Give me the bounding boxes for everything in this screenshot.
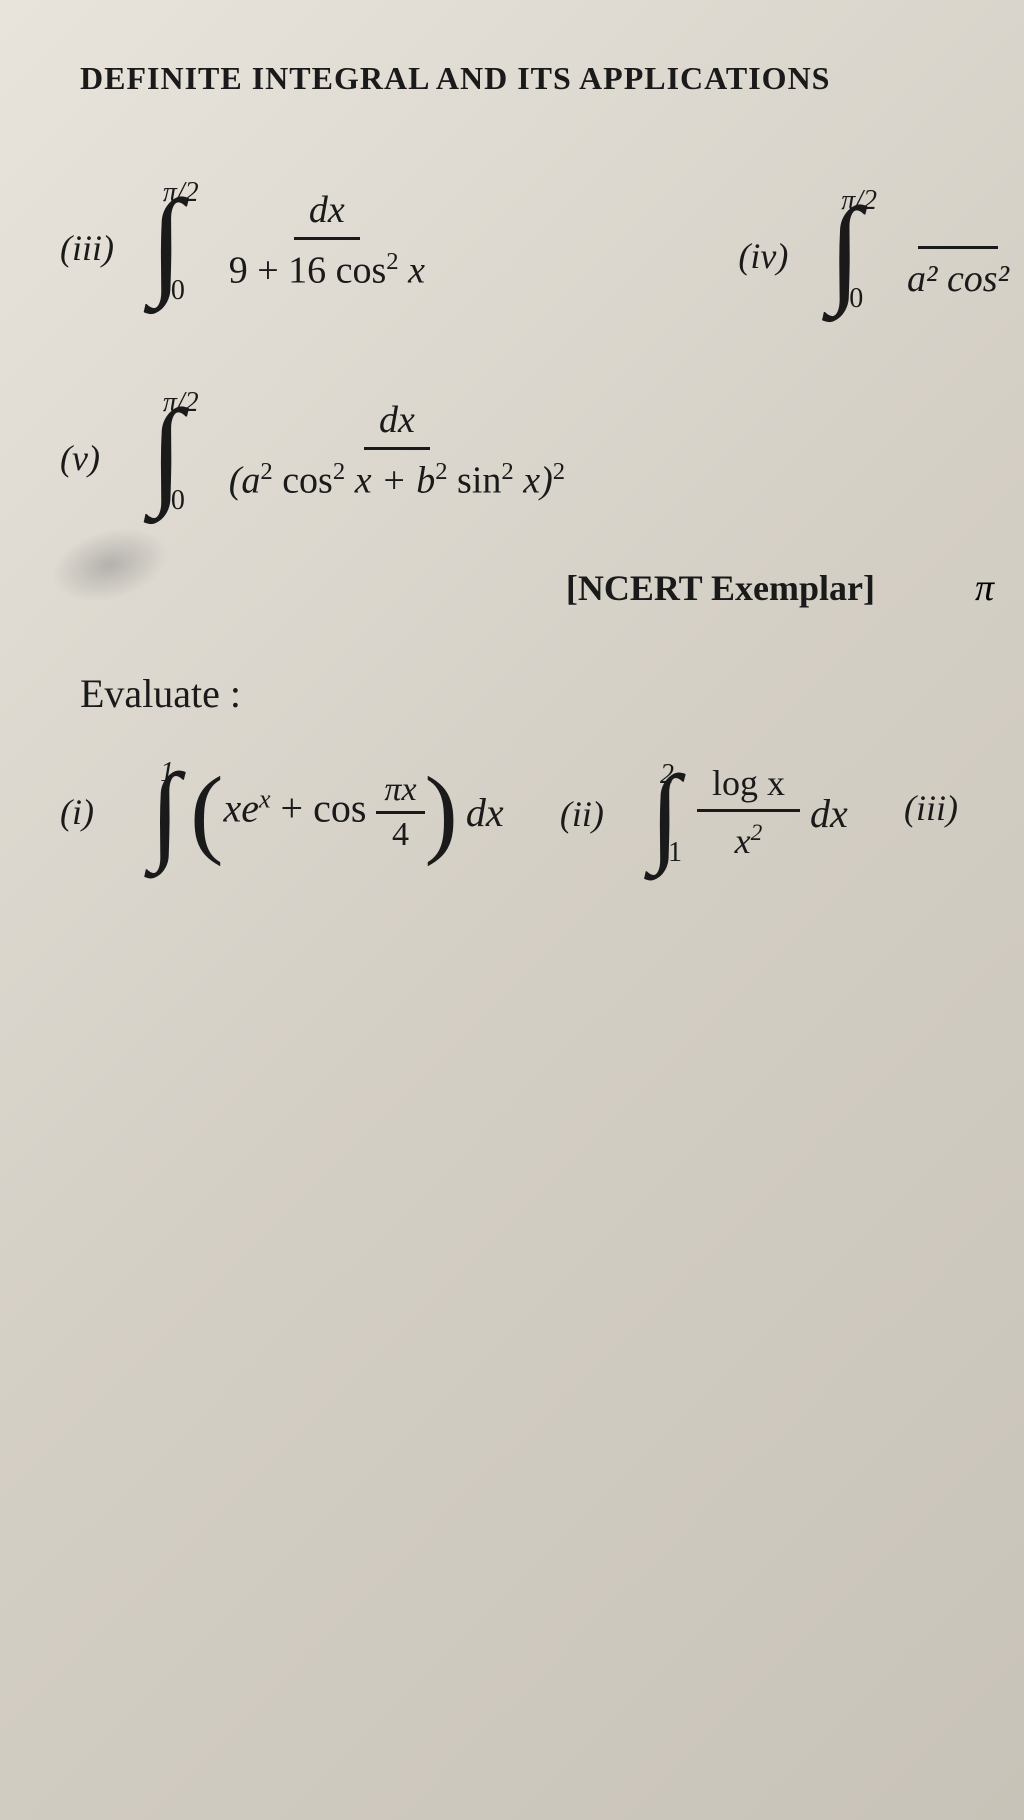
problem-label-v: (v) bbox=[60, 437, 150, 479]
integral-i: ∫ 1 ( xex + cos πx 4 ) dx bbox=[150, 757, 504, 867]
fraction-iv: a² cos² bbox=[892, 192, 1024, 309]
den-exp: 2 bbox=[751, 820, 763, 846]
denominator: x2 bbox=[720, 812, 778, 870]
numerator bbox=[918, 192, 998, 249]
exp: 2 bbox=[435, 458, 447, 485]
fraction-iii: dx 9 + 16 cos2 x bbox=[214, 183, 440, 301]
dx: dx bbox=[810, 790, 848, 837]
integral-sign-icon: ∫ bbox=[650, 770, 680, 858]
evaluate-heading: Evaluate : bbox=[80, 670, 994, 717]
integral-ii: ∫ 2 1 log x x2 dx bbox=[650, 757, 848, 870]
x2: x) bbox=[514, 460, 553, 502]
ncert-exemplar-tag: [NCERT Exemplar] bbox=[566, 567, 875, 609]
problem-label-ii: (ii) bbox=[560, 793, 650, 835]
num: πx bbox=[376, 769, 424, 814]
log-text: log x bbox=[712, 763, 785, 803]
den-var: x bbox=[399, 250, 425, 292]
expr-i: xex + cos πx 4 bbox=[223, 769, 424, 856]
fraction-ii: log x x2 bbox=[697, 757, 800, 870]
den-x: x bbox=[735, 821, 751, 861]
den-text: 9 + 16 cos bbox=[229, 250, 387, 292]
numerator: dx bbox=[294, 183, 360, 240]
integral-iv: ∫ π/2 0 a² cos² bbox=[828, 185, 1024, 315]
exp-x: x bbox=[259, 784, 271, 813]
exp: 2 bbox=[501, 458, 513, 485]
integral-sign-icon: ∫ bbox=[150, 404, 183, 500]
exp: 2 bbox=[333, 458, 345, 485]
exp: 2 bbox=[553, 458, 565, 485]
xe: xe bbox=[223, 785, 259, 830]
problem-ii-container: (ii) ∫ 2 1 log x x2 dx bbox=[560, 757, 848, 870]
integral-v: ∫ π/2 0 dx (a2 cos2 x + b2 sin2 x)2 bbox=[150, 387, 580, 517]
paren-open-icon: ( bbox=[190, 767, 223, 857]
problem-iv-container: (iv) ∫ π/2 0 a² cos² bbox=[738, 185, 1024, 315]
fraction-pix4: πx 4 bbox=[376, 769, 424, 856]
xb: x + b bbox=[345, 460, 435, 502]
den-exp: 2 bbox=[386, 248, 398, 275]
denominator: a² cos² bbox=[892, 249, 1024, 309]
integral-sign-icon: ∫ bbox=[150, 194, 183, 290]
dx: dx bbox=[466, 789, 504, 836]
tag-row: [NCERT Exemplar] π bbox=[60, 537, 994, 610]
plus-cos: + cos bbox=[271, 785, 377, 830]
problem-label-i: (i) bbox=[60, 791, 150, 833]
problem-row-2: (v) ∫ π/2 0 dx (a2 cos2 x + b2 sin2 x)2 bbox=[60, 387, 994, 517]
problem-label-iii: (iii) bbox=[60, 227, 150, 269]
evaluate-problems-row: (i) ∫ 1 ( xex + cos πx 4 ) dx bbox=[60, 757, 994, 870]
problem-i-container: (i) ∫ 1 ( xex + cos πx 4 ) dx bbox=[60, 757, 504, 867]
exp: 2 bbox=[260, 458, 272, 485]
problem-label-iii-bottom: (iii) bbox=[904, 787, 994, 829]
integral-sign-icon: ∫ bbox=[150, 768, 180, 856]
problem-row-1: (iii) ∫ π/2 0 dx 9 + 16 cos2 x (iv) ∫ π/… bbox=[60, 177, 994, 307]
integral-sign-icon: ∫ bbox=[828, 202, 861, 298]
numerator: log x bbox=[697, 757, 800, 812]
fraction-v: dx (a2 cos2 x + b2 sin2 x)2 bbox=[214, 393, 580, 511]
sin: sin bbox=[448, 460, 502, 502]
denominator: 9 + 16 cos2 x bbox=[214, 240, 440, 301]
den-a: (a bbox=[229, 460, 261, 502]
problem-label-iv: (iv) bbox=[738, 235, 828, 277]
numerator: dx bbox=[364, 393, 430, 450]
integral-iii: ∫ π/2 0 dx 9 + 16 cos2 x bbox=[150, 177, 440, 307]
paren-close-icon: ) bbox=[425, 767, 458, 857]
den: 4 bbox=[384, 814, 417, 856]
pi-fragment: π bbox=[975, 566, 994, 610]
denominator: (a2 cos2 x + b2 sin2 x)2 bbox=[214, 450, 580, 511]
cos: cos bbox=[273, 460, 333, 502]
section-header: DEFINITE INTEGRAL AND ITS APPLICATIONS bbox=[80, 60, 994, 97]
